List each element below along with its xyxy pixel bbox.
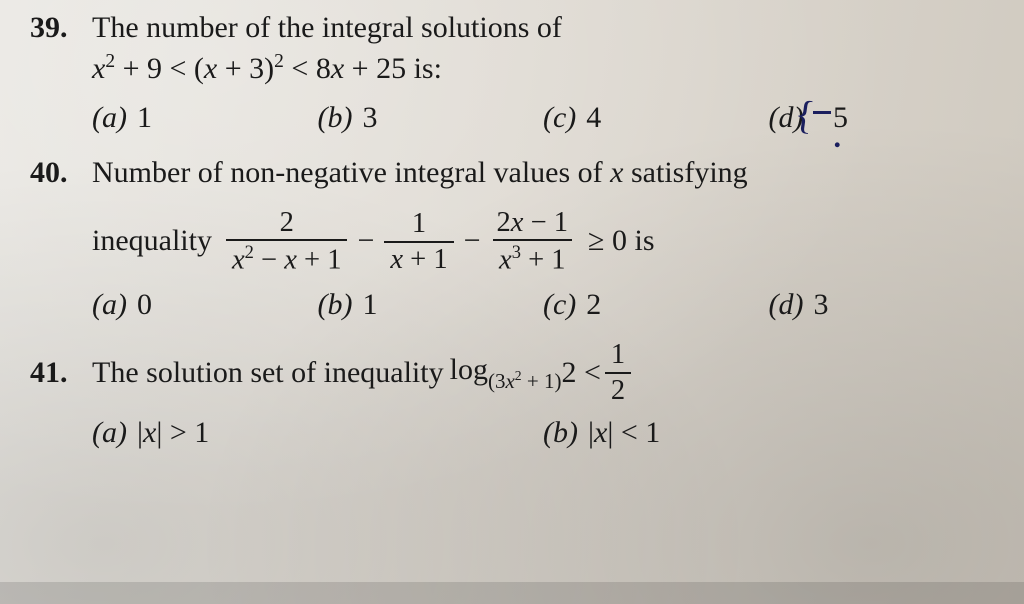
option-value: 3 bbox=[362, 101, 377, 135]
q40-inequality-label: inequality bbox=[92, 221, 212, 262]
q39-line2: x2 + 9 < (x + 3)2 < 8x + 25 is: bbox=[30, 49, 994, 90]
q40-option-c: (c) 2 bbox=[543, 288, 769, 322]
q40-number: 40. bbox=[30, 153, 92, 194]
q40-options: (a) 0 (b) 1 (c) 2 (d) 3 bbox=[30, 288, 994, 322]
log-subscript: (3x2 + 1) bbox=[488, 369, 562, 393]
q41-number: 41. bbox=[30, 353, 92, 394]
q39-option-d: (d) } 5 . bbox=[769, 101, 995, 135]
option-label: (b) bbox=[318, 101, 353, 135]
option-label: (d) bbox=[769, 101, 804, 135]
frac-numerator: 2x − 1 bbox=[491, 208, 574, 240]
q41-line1: 41. The solution set of inequality log(3… bbox=[30, 340, 994, 406]
frac-numerator: 1 bbox=[605, 340, 631, 372]
frac-denominator: 2 bbox=[605, 372, 631, 406]
q39-prompt-text-1: The number of the integral solutions of bbox=[92, 8, 562, 49]
q40-frac1: 2 x2 − x + 1 bbox=[226, 208, 347, 276]
option-value: 4 bbox=[586, 101, 601, 135]
option-value: 1 bbox=[137, 101, 152, 135]
minus-sign: − bbox=[464, 221, 481, 262]
option-label: (c) bbox=[543, 101, 576, 135]
q41-log-arg: 2 < bbox=[561, 353, 600, 394]
q41-prompt-prefix: The solution set of inequality bbox=[92, 353, 444, 394]
question-41: 41. The solution set of inequality log(3… bbox=[30, 340, 994, 450]
q41-options: (a) |x| > 1 (b) |x| < 1 bbox=[30, 416, 994, 450]
page-edge-shadow bbox=[0, 582, 1024, 604]
frac-denominator: x3 + 1 bbox=[493, 239, 572, 275]
q39-number: 39. bbox=[30, 8, 92, 49]
option-label: (a) bbox=[92, 416, 127, 450]
option-value: 2 bbox=[586, 288, 601, 322]
q40-frac3: 2x − 1 x3 + 1 bbox=[491, 208, 574, 276]
question-40: 40. Number of non-negative integral valu… bbox=[30, 153, 994, 322]
q40-frac2: 1 x + 1 bbox=[384, 209, 453, 275]
option-label: (a) bbox=[92, 288, 127, 322]
q40-option-d: (d) 3 bbox=[769, 288, 995, 322]
q39-option-a: (a) 1 bbox=[92, 101, 318, 135]
q40-prompt-text-1: Number of non-negative integral values o… bbox=[92, 153, 748, 194]
option-value: 1 bbox=[362, 288, 377, 322]
q39-options: (a) 1 (b) 3 (c) 4 (d) } 5 . bbox=[30, 101, 994, 135]
q40-line2: inequality 2 x2 − x + 1 − 1 x + 1 − 2x −… bbox=[30, 208, 994, 276]
frac-denominator: x + 1 bbox=[384, 241, 453, 275]
q41-option-a: (a) |x| > 1 bbox=[92, 416, 543, 450]
option-value-wrapper: } 5 . bbox=[813, 101, 848, 135]
option-value: |x| > 1 bbox=[137, 416, 209, 450]
q39-prompt-math: x2 + 9 < (x + 3)2 < 8x + 25 is: bbox=[92, 49, 442, 90]
q40-line1: 40. Number of non-negative integral valu… bbox=[30, 153, 994, 194]
q41-option-b: (b) |x| < 1 bbox=[543, 416, 994, 450]
q41-log: log(3x2 + 1) bbox=[450, 350, 562, 396]
option-label: (d) bbox=[769, 288, 804, 322]
q39-option-c: (c) 4 bbox=[543, 101, 769, 135]
minus-sign: − bbox=[357, 221, 374, 262]
q40-option-b: (b) 1 bbox=[318, 288, 544, 322]
frac-numerator: 2 bbox=[274, 208, 300, 240]
option-label: (a) bbox=[92, 101, 127, 135]
q41-rhs-frac: 1 2 bbox=[605, 340, 631, 406]
option-label: (b) bbox=[543, 416, 578, 450]
option-value: 3 bbox=[813, 288, 828, 322]
option-label: (b) bbox=[318, 288, 353, 322]
frac-denominator: x2 − x + 1 bbox=[226, 239, 347, 275]
q40-tail: ≥ 0 is bbox=[588, 221, 654, 262]
q39-line1: 39. The number of the integral solutions… bbox=[30, 8, 994, 49]
log-text: log bbox=[450, 353, 488, 386]
hand-scratch-icon bbox=[813, 111, 831, 114]
question-39: 39. The number of the integral solutions… bbox=[30, 8, 994, 135]
frac-numerator: 1 bbox=[406, 209, 432, 241]
q39-option-b: (b) 3 bbox=[318, 101, 544, 135]
q40-option-a: (a) 0 bbox=[92, 288, 318, 322]
option-value: |x| < 1 bbox=[588, 416, 660, 450]
option-value: 5 bbox=[833, 101, 848, 134]
option-value: 0 bbox=[137, 288, 152, 322]
option-label: (c) bbox=[543, 288, 576, 322]
